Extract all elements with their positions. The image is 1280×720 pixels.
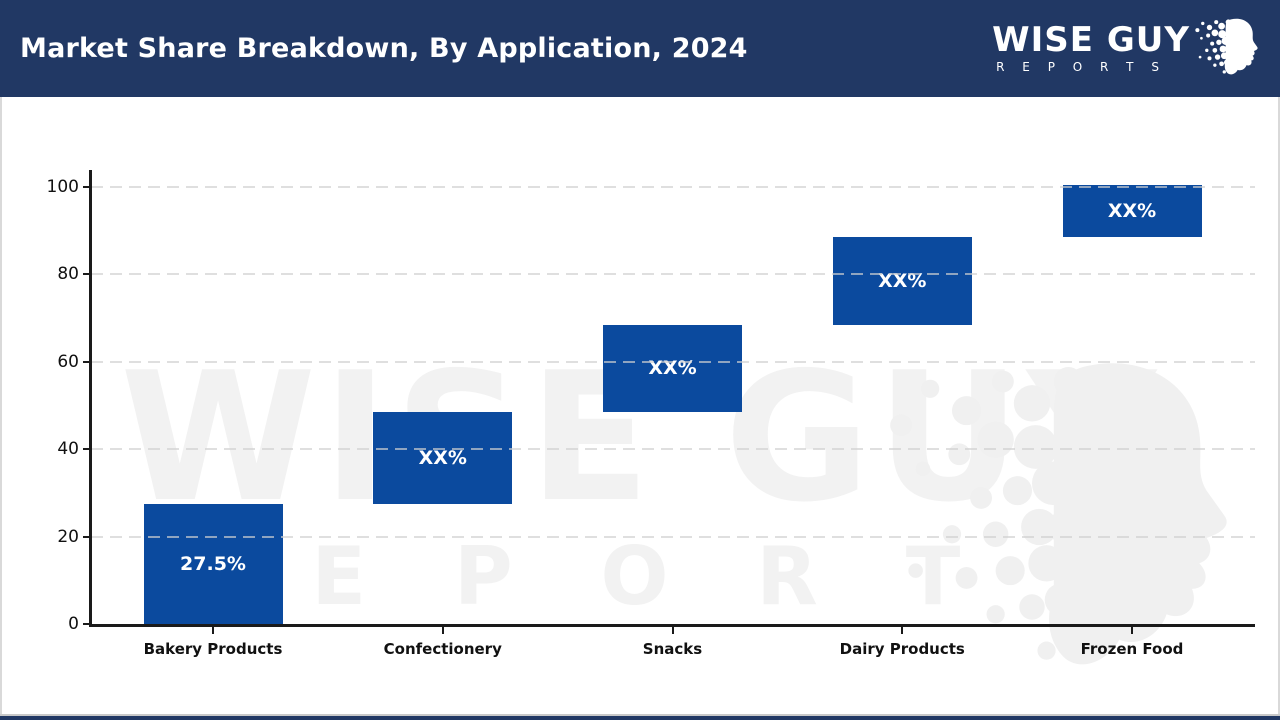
y-tick-label-40: 40 xyxy=(57,439,79,460)
y-axis-line xyxy=(89,170,92,627)
bar-snacks: XX% xyxy=(603,324,742,413)
x-category-label: Confectionery xyxy=(383,640,502,658)
dotted-head-icon xyxy=(1195,18,1258,74)
x-tick-1 xyxy=(212,625,214,634)
y-tick-40 xyxy=(83,448,91,451)
header: Market Share Breakdown, By Application, … xyxy=(0,0,1280,97)
bar-value-label: XX% xyxy=(418,446,467,469)
gridline-20 xyxy=(91,535,1255,538)
brand-logo: WISE GUY R E P O R T S xyxy=(992,9,1280,89)
brand-name: WISE GUY xyxy=(992,20,1190,60)
gridline-60 xyxy=(91,360,1255,363)
bar-bakery-products: 27.5% xyxy=(143,503,283,624)
bar-value-label: XX% xyxy=(1107,200,1157,223)
gridline-40 xyxy=(91,448,1255,451)
y-tick-label-20: 20 xyxy=(57,526,79,547)
bar-value-label: 27.5% xyxy=(180,552,246,575)
footer-divider xyxy=(0,714,1280,716)
x-category-label: Dairy Products xyxy=(839,640,965,658)
x-tick-3 xyxy=(671,625,674,634)
bar-frozen-food: XX% xyxy=(1062,184,1202,238)
y-tick-100 xyxy=(83,186,91,188)
watermark-dotted-head-icon xyxy=(890,363,1227,665)
x-tick-2 xyxy=(441,625,444,634)
brand-tagline: R E P O R T S xyxy=(996,60,1166,74)
y-tick-80 xyxy=(83,273,91,276)
y-tick-label-80: 80 xyxy=(57,264,79,285)
y-tick-label-100: 100 xyxy=(46,177,79,197)
bar-confectionery: XX% xyxy=(373,412,513,504)
y-tick-60 xyxy=(83,360,91,363)
x-axis-line xyxy=(89,624,1255,627)
y-tick-label-0: 0 xyxy=(68,614,79,634)
y-tick-0 xyxy=(83,623,91,625)
y-tick-20 xyxy=(83,535,91,538)
footer-bar xyxy=(0,716,1280,720)
chart-area: WISE GUY R E P O R T S 27.5% XX% XX% XX% XX%… xyxy=(0,97,1280,714)
page-title: Market Share Breakdown, By Application, … xyxy=(20,33,748,64)
gridline-100 xyxy=(91,186,1255,188)
bar-dairy-products: XX% xyxy=(832,237,972,325)
x-tick-5 xyxy=(1131,625,1133,634)
x-category-label: Frozen Food xyxy=(1080,640,1184,658)
gridline-80 xyxy=(91,273,1255,276)
y-tick-label-60: 60 xyxy=(57,351,79,372)
x-tick-4 xyxy=(901,625,904,634)
brand-logo-text: WISE GUY R E P O R T S xyxy=(992,23,1190,74)
x-category-label: Snacks xyxy=(642,640,703,658)
x-category-label: Bakery Products xyxy=(143,640,283,658)
bar-value-label: XX% xyxy=(878,269,927,292)
watermark-brand-tagline: R E P O R T S xyxy=(162,530,1136,623)
bar-value-label: XX% xyxy=(648,357,697,380)
